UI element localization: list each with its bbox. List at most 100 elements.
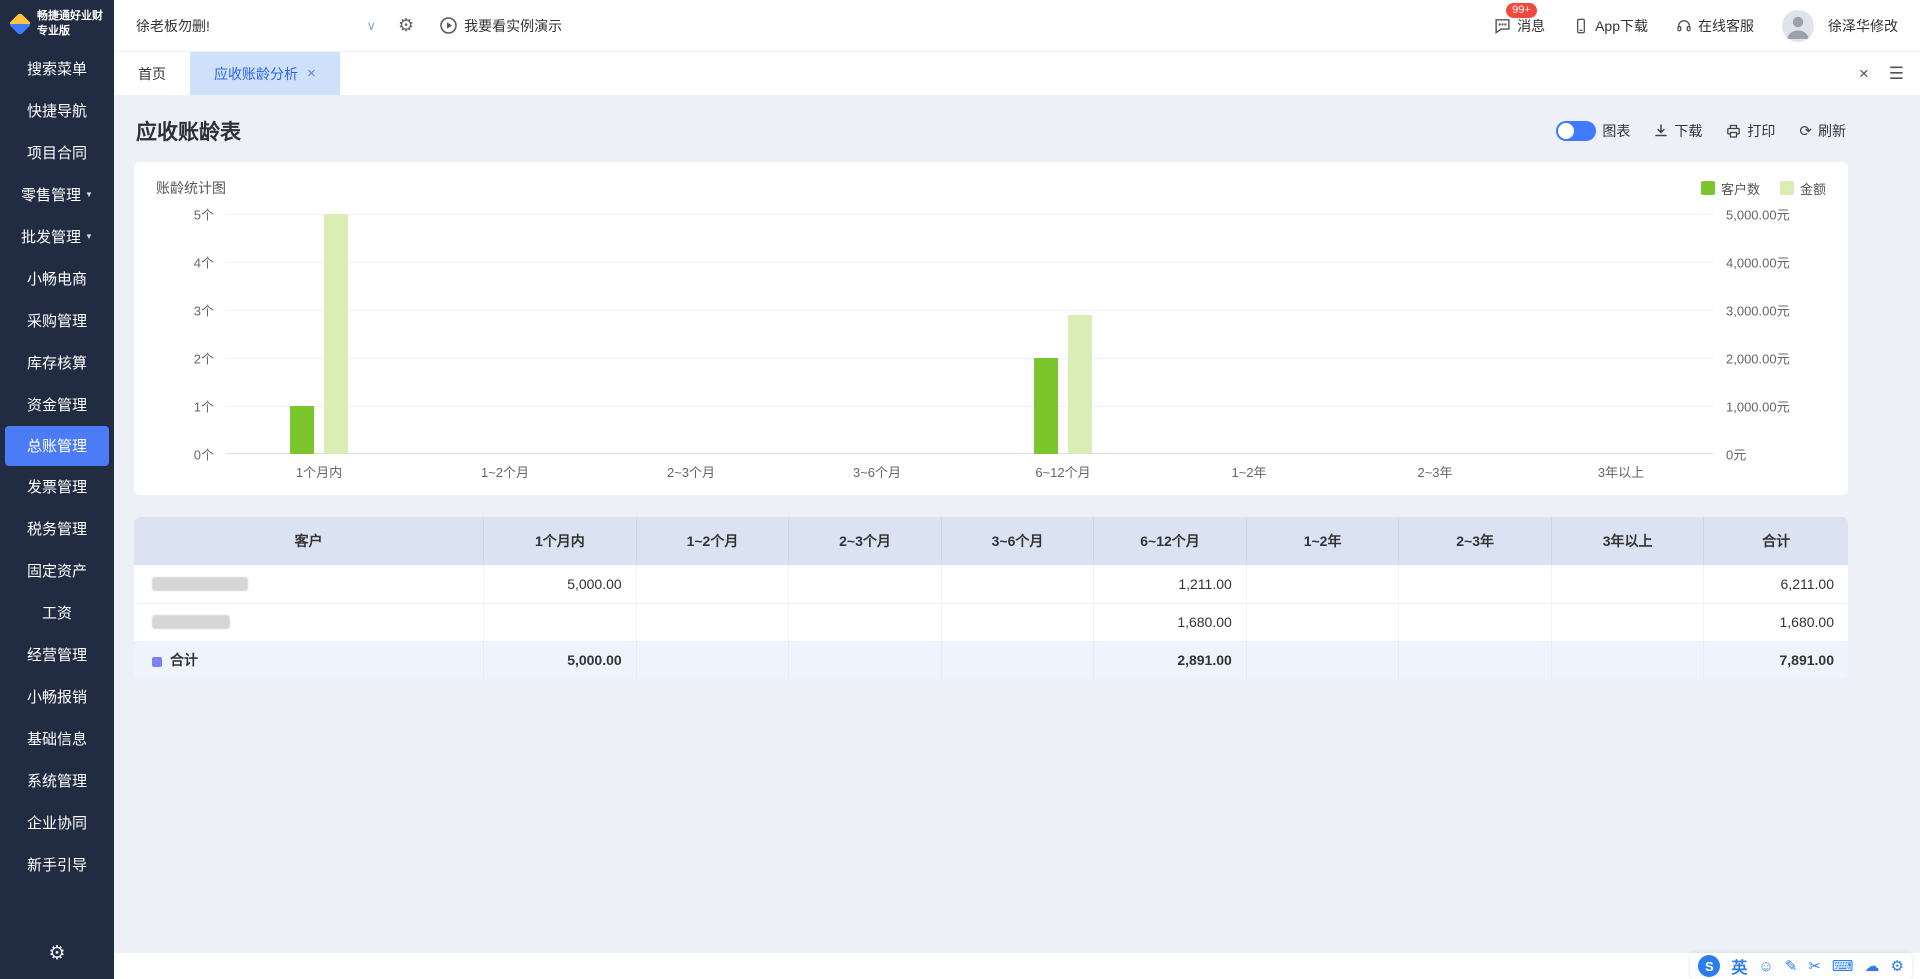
table-row[interactable]: 1,680.00 1,680.00	[134, 603, 1848, 642]
column-header-6~12个月[interactable]: 6~12个月	[1093, 517, 1247, 565]
legend-item-金额[interactable]: 金额	[1779, 179, 1826, 198]
chart-view-toggle[interactable]: 图表	[1556, 121, 1630, 141]
y-axis-tick-right: 5,000.00元	[1726, 207, 1790, 223]
sidebar-item-库存核算[interactable]: 库存核算	[0, 342, 114, 384]
column-header-1~2年[interactable]: 1~2年	[1246, 517, 1400, 565]
y-axis-tick-left: 0个	[193, 447, 214, 463]
sidebar-item-税务管理[interactable]: 税务管理	[0, 508, 114, 550]
bar-group-1~2个月	[412, 214, 598, 454]
gear-icon[interactable]: ⚙	[1890, 958, 1904, 975]
column-header-1~2个月[interactable]: 1~2个月	[636, 517, 790, 565]
sidebar-item-小畅报销[interactable]: 小畅报销	[0, 676, 114, 718]
sidebar-item-资金管理[interactable]: 资金管理	[0, 384, 114, 426]
column-header-客户[interactable]: 客户	[134, 517, 485, 565]
sidebar-item-label: 搜索菜单	[26, 61, 87, 79]
column-header-1个月内[interactable]: 1个月内	[483, 517, 637, 565]
bar-客户数-6~12个月	[1034, 358, 1058, 454]
scissors-icon[interactable]: ✂	[1808, 958, 1821, 975]
sidebar-item-发票管理[interactable]: 发票管理	[0, 466, 114, 508]
page-head: 应收账龄表 图表 下载 打印 ⟳	[136, 116, 1846, 146]
pen-icon[interactable]: ✎	[1784, 958, 1798, 975]
sidebar-item-零售管理[interactable]: 零售管理 ▼	[0, 174, 114, 216]
download-button[interactable]: 下载	[1654, 121, 1702, 141]
column-header-2~3个月[interactable]: 2~3个月	[788, 517, 942, 565]
y-axis-tick-right: 2,000.00元	[1726, 351, 1790, 367]
tab-menu-icon[interactable]: ☰	[1888, 63, 1904, 83]
total-value-cell	[636, 641, 790, 679]
sidebar-item-系统管理[interactable]: 系统管理	[0, 760, 114, 802]
sidebar-item-工资[interactable]: 工资	[0, 592, 114, 634]
emoji-icon[interactable]: ☺	[1758, 957, 1774, 975]
y-axis-tick-left: 4个	[193, 255, 214, 271]
refresh-button[interactable]: ⟳ 刷新	[1799, 121, 1846, 141]
settings-gear-button[interactable]: ⚙	[398, 15, 414, 36]
logo-line1: 畅捷通好业财	[37, 10, 103, 22]
sidebar-item-经营管理[interactable]: 经营管理	[0, 634, 114, 676]
value-cell	[941, 565, 1095, 604]
customer-cell	[134, 565, 485, 604]
value-cell	[636, 603, 790, 642]
demo-link[interactable]: 我要看实例演示	[440, 16, 562, 36]
headset-icon	[1677, 19, 1691, 31]
summary-icon	[152, 656, 162, 667]
gridline	[226, 406, 1714, 407]
legend-item-客户数[interactable]: 客户数	[1700, 179, 1760, 198]
x-axis-label: 6~12个月	[1035, 465, 1091, 480]
value-cell	[483, 603, 637, 642]
column-header-3年以上[interactable]: 3年以上	[1551, 517, 1705, 565]
sidebar-item-采购管理[interactable]: 采购管理	[0, 300, 114, 342]
username[interactable]: 徐泽华修改	[1828, 17, 1898, 34]
total-value-cell	[788, 641, 942, 679]
online-support-button[interactable]: 在线客服	[1676, 16, 1754, 36]
print-button[interactable]: 打印	[1726, 121, 1775, 141]
sidebar-item-基础信息[interactable]: 基础信息	[0, 718, 114, 760]
close-all-tabs-icon[interactable]: ×	[1858, 63, 1869, 83]
redacted-customer-name	[152, 615, 230, 629]
avatar[interactable]	[1782, 9, 1814, 42]
y-axis-tick-left: 1个	[193, 399, 214, 415]
y-axis-tick-left: 2个	[193, 351, 214, 367]
sidebar-item-总账管理[interactable]: 总账管理	[5, 425, 109, 466]
keyboard-icon[interactable]: ⌨	[1831, 958, 1854, 975]
sidebar-item-label: 小畅报销	[26, 689, 87, 707]
close-icon[interactable]: ×	[307, 65, 316, 82]
sidebar-item-快捷导航[interactable]: 快捷导航	[0, 90, 114, 132]
ime-icons: ☺ ✎ ✂ ⌨ ☁ ⚙	[1758, 957, 1904, 976]
y-axis-left: 0个 1个 2个 3个 4个 5个	[156, 208, 226, 463]
tab-首页[interactable]: 首页	[114, 52, 190, 95]
ime-language-indicator[interactable]: 英	[1731, 960, 1748, 977]
sidebar-item-label: 系统管理	[26, 773, 87, 791]
sidebar-item-搜索菜单[interactable]: 搜索菜单	[0, 48, 114, 90]
tab-应收账龄分析[interactable]: 应收账龄分析 ×	[190, 52, 340, 95]
sidebar-item-批发管理[interactable]: 批发管理 ▼	[0, 216, 114, 258]
value-cell: 1,680.00	[1703, 603, 1848, 642]
sidebar-item-label: 基础信息	[26, 731, 87, 749]
sidebar-item-项目合同[interactable]: 项目合同	[0, 132, 114, 174]
value-cell	[1398, 603, 1552, 642]
sidebar-item-小畅电商[interactable]: 小畅电商	[0, 258, 114, 300]
main-area: 徐老板勿删! ∨ ⚙ 我要看实例演示 99+ 消息 App下载	[114, 0, 1920, 979]
sidebar-item-固定资产[interactable]: 固定资产	[0, 550, 114, 592]
column-header-3~6个月[interactable]: 3~6个月	[941, 517, 1095, 565]
value-cell	[1246, 603, 1400, 642]
column-header-2~3年[interactable]: 2~3年	[1398, 517, 1552, 565]
app-download-button[interactable]: App下载	[1573, 16, 1648, 36]
cloud-icon[interactable]: ☁	[1864, 958, 1880, 975]
company-select[interactable]: 徐老板勿删! ∨	[134, 12, 382, 40]
sidebar-item-企业协同[interactable]: 企业协同	[0, 802, 114, 844]
sidebar-nav: 搜索菜单快捷导航 项目合同 零售管理 ▼ 批发管理 ▼ 小畅电商 采购管理 库存核算 资金管理 总账…	[0, 48, 114, 886]
value-cell	[1246, 565, 1400, 604]
column-header-合计[interactable]: 合计	[1703, 517, 1848, 565]
bar-group-3年以上	[1528, 214, 1714, 454]
ime-logo[interactable]: S	[1698, 955, 1721, 977]
sidebar-settings-button[interactable]: ⚙	[0, 942, 114, 979]
messages-button[interactable]: 99+ 消息	[1494, 2, 1545, 36]
toggle-switch[interactable]	[1556, 121, 1597, 141]
total-value-cell	[1551, 641, 1705, 679]
x-axis-label: 2~3年	[1417, 465, 1453, 480]
sidebar-item-新手引导[interactable]: 新手引导	[0, 844, 114, 886]
value-cell	[1398, 565, 1552, 604]
online-support-label: 在线客服	[1698, 17, 1754, 34]
table-row[interactable]: 5,000.00 1,211.00 6,211.00	[134, 565, 1848, 604]
chart-head: 账龄统计图 客户数 金额	[156, 178, 1826, 198]
